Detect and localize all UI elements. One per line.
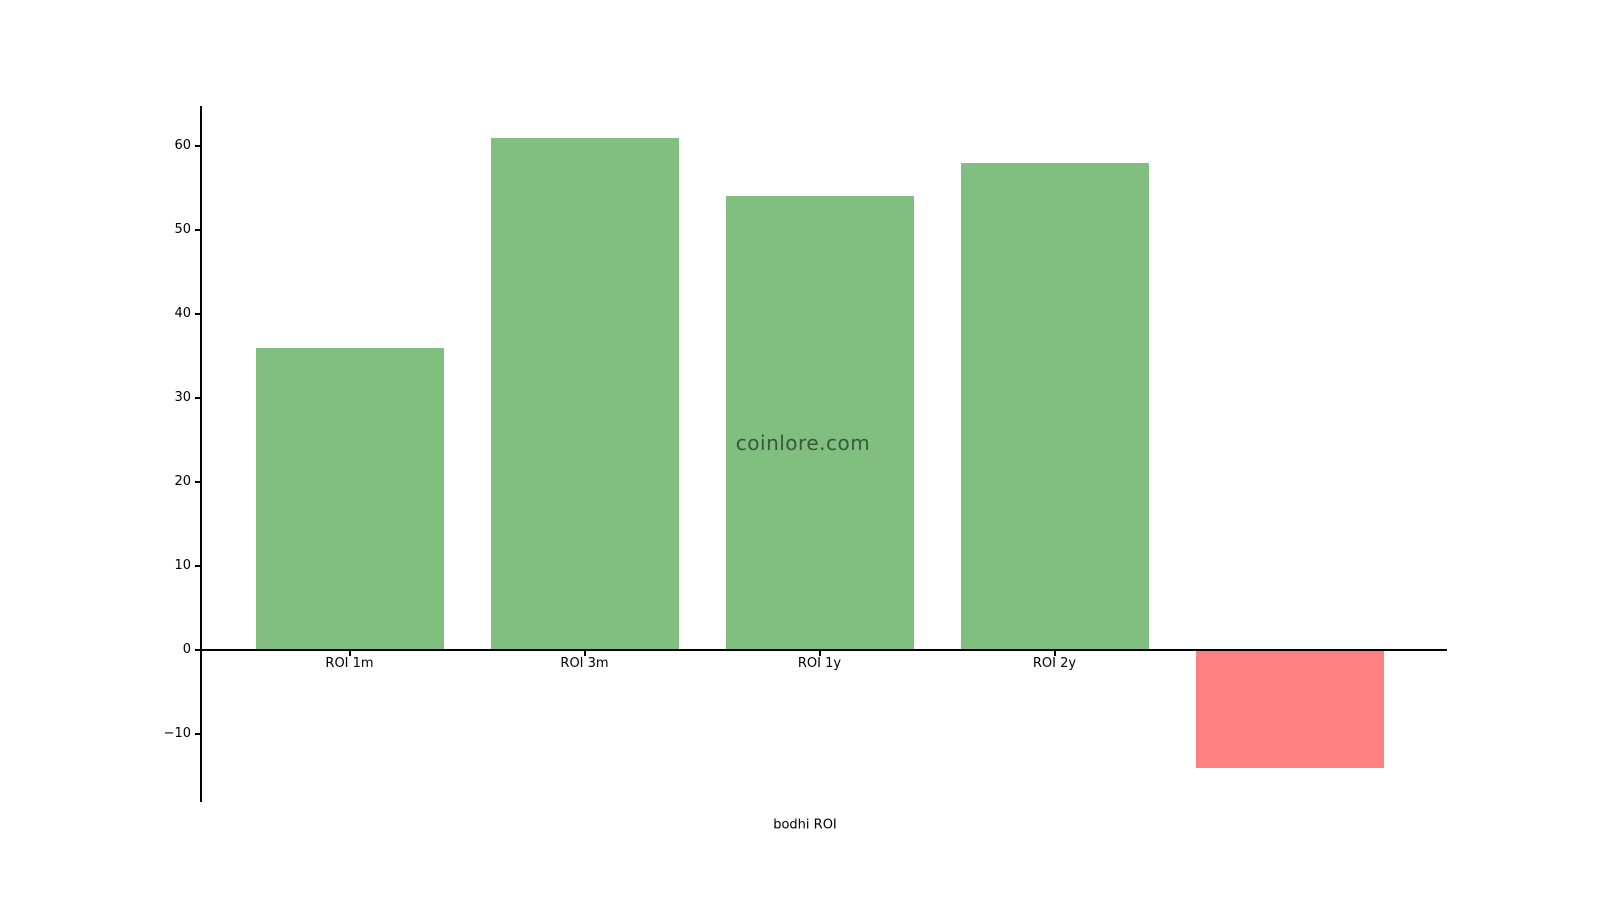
y-tick-50 (195, 229, 201, 231)
chart-title: bodhi ROI (773, 817, 837, 833)
y-tick-label-10: 10 (174, 558, 191, 573)
x-tick-roi-1y (818, 650, 821, 656)
y-axis-spine (200, 106, 202, 802)
x-tick-label-roi-2y: ROI 2y (1032, 656, 1077, 671)
y-tick--10 (195, 733, 201, 735)
y-tick-label-40: 40 (174, 306, 191, 321)
x-axis-line (200, 649, 1447, 651)
bar-roi-1y (725, 196, 914, 650)
x-tick-label-roi-1y: ROI 1y (797, 656, 842, 671)
y-tick-20 (195, 481, 201, 483)
x-tick-label-roi-3m: ROI 3m (560, 656, 609, 671)
y-tick-0 (195, 649, 201, 651)
y-tick-10 (195, 565, 201, 567)
y-tick-label-50: 50 (174, 222, 191, 237)
y-tick-label--10: −10 (163, 726, 191, 741)
y-tick-label-20: 20 (174, 474, 191, 489)
bar-unlabeled (1195, 650, 1384, 768)
x-tick-roi-3m (583, 650, 586, 656)
x-tick-label-roi-1m: ROI 1m (325, 656, 374, 671)
y-tick-label-0: 0 (182, 642, 191, 657)
y-tick-label-60: 60 (174, 138, 191, 153)
y-tick-30 (195, 397, 201, 399)
bar-roi-3m (490, 137, 679, 650)
bar-roi-1m (255, 347, 444, 650)
x-tick-roi-1m (348, 650, 351, 656)
y-tick-40 (195, 313, 201, 315)
x-tick-roi-2y (1053, 650, 1056, 656)
y-tick-60 (195, 145, 201, 147)
y-tick-label-30: 30 (174, 390, 191, 405)
watermark-text: coinlore.com (735, 431, 871, 455)
bar-roi-2y (960, 162, 1149, 650)
